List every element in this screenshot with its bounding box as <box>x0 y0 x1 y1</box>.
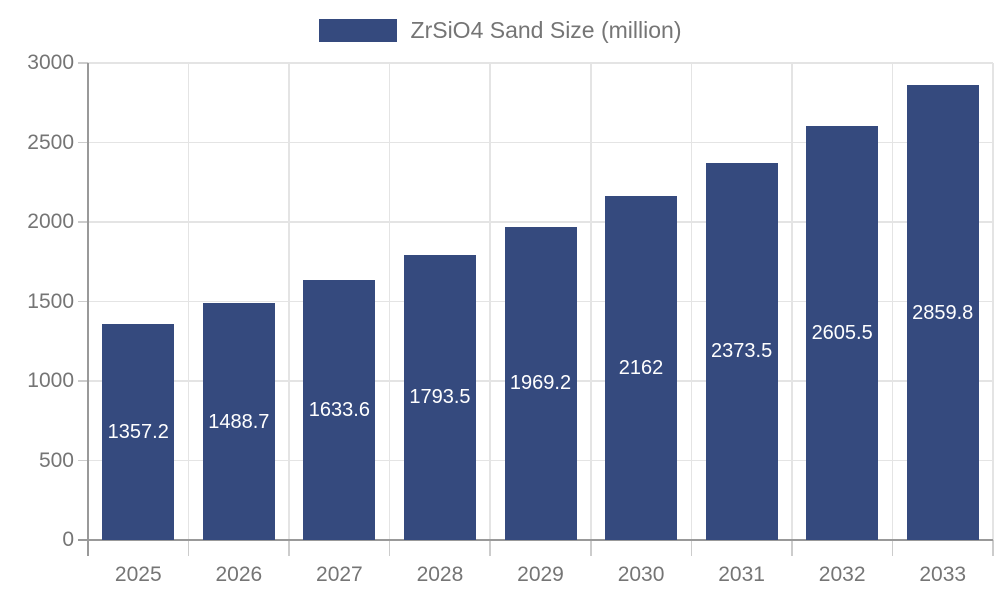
v-gridline <box>288 63 290 540</box>
bar[interactable] <box>303 280 376 540</box>
y-axis-tick <box>78 62 88 64</box>
x-axis-tick <box>288 540 290 556</box>
legend-swatch <box>318 19 397 42</box>
v-gridline <box>590 63 592 540</box>
v-gridline <box>791 63 793 540</box>
x-tick-label: 2031 <box>718 563 765 586</box>
y-axis-tick <box>78 300 88 303</box>
v-gridline <box>992 63 994 540</box>
bar[interactable] <box>403 254 476 540</box>
bar-value-label: 1969.2 <box>509 372 572 395</box>
bar[interactable] <box>806 125 879 540</box>
bar[interactable] <box>504 226 577 540</box>
bar[interactable] <box>705 162 778 540</box>
bar-value-label: 1488.7 <box>208 410 270 433</box>
x-tick-label: 2028 <box>416 563 464 586</box>
y-tick-label: 3000 <box>27 51 74 74</box>
x-axis-line <box>78 539 993 541</box>
x-tick-label: 2027 <box>316 563 363 586</box>
x-axis-tick <box>590 540 592 556</box>
v-gridline <box>388 63 391 540</box>
v-gridline <box>489 63 491 540</box>
x-tick-label: 2025 <box>114 563 162 586</box>
bar-value-label: 1793.5 <box>409 386 471 409</box>
y-tick-label: 2000 <box>27 210 74 233</box>
bar-value-label: 2859.8 <box>912 301 974 324</box>
y-tick-label: 2500 <box>27 130 74 154</box>
y-tick-label: 1000 <box>27 369 74 392</box>
bar-value-label: 1633.6 <box>308 399 370 422</box>
v-gridline <box>187 63 190 540</box>
h-gridline <box>88 62 993 64</box>
x-axis-tick <box>791 540 793 556</box>
h-gridline <box>88 141 993 144</box>
bar-value-label: 2162 <box>618 357 664 380</box>
v-gridline <box>690 63 693 540</box>
bar[interactable] <box>102 324 175 540</box>
y-axis-tick <box>78 221 88 223</box>
bar[interactable] <box>906 85 979 540</box>
y-axis-line <box>87 63 89 556</box>
y-axis-tick <box>78 380 88 382</box>
x-axis-tick <box>690 540 693 556</box>
x-tick-label: 2032 <box>818 563 866 586</box>
y-tick-label: 0 <box>62 528 74 551</box>
x-tick-label: 2029 <box>517 563 564 586</box>
x-axis-tick <box>489 540 491 556</box>
v-gridline <box>891 63 894 540</box>
x-axis-tick <box>187 540 190 556</box>
bar-value-label: 2605.5 <box>811 321 873 344</box>
bar[interactable] <box>202 303 275 540</box>
legend-label: ZrSiO4 Sand Size (million) <box>410 17 682 43</box>
x-tick-label: 2026 <box>215 563 263 586</box>
x-tick-label: 2030 <box>617 563 665 586</box>
legend[interactable]: ZrSiO4 Sand Size (million) <box>0 17 1000 44</box>
x-axis-tick <box>891 540 894 556</box>
y-tick-label: 500 <box>38 448 74 472</box>
x-tick-label: 2033 <box>919 563 967 586</box>
y-tick-label: 1500 <box>27 289 74 313</box>
bar-value-label: 2373.5 <box>711 340 773 363</box>
bar-value-label: 1357.2 <box>107 421 169 444</box>
y-axis-tick <box>78 141 88 144</box>
x-axis-tick <box>992 540 994 556</box>
x-axis-tick <box>388 540 391 556</box>
h-gridline <box>88 221 993 223</box>
bar[interactable] <box>605 196 678 540</box>
y-axis-tick <box>78 459 88 462</box>
